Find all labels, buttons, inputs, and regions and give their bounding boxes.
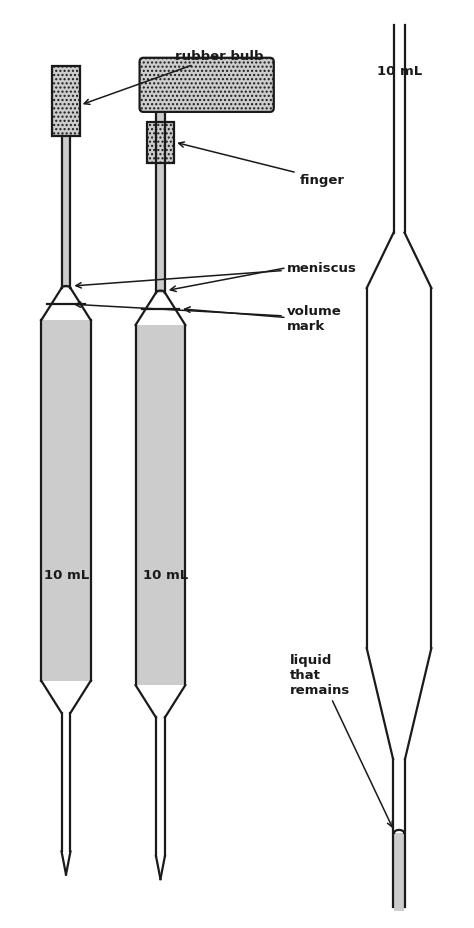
Text: meniscus: meniscus [76, 262, 356, 289]
Text: 10 mL: 10 mL [143, 568, 188, 581]
Text: volume
mark: volume mark [75, 303, 341, 332]
Text: 10 mL: 10 mL [44, 568, 90, 581]
Bar [41, 321, 91, 681]
Text: finger: finger [179, 143, 345, 187]
Bar [62, 136, 71, 289]
Bar [136, 326, 185, 686]
Text: 10 mL: 10 mL [377, 65, 422, 78]
Bar [156, 109, 165, 293]
Bar [146, 122, 174, 164]
FancyBboxPatch shape [139, 58, 274, 113]
Text: rubber bulb: rubber bulb [84, 50, 264, 105]
Bar [394, 833, 404, 911]
Bar [52, 68, 80, 136]
Text: liquid
that
remains: liquid that remains [290, 653, 392, 827]
